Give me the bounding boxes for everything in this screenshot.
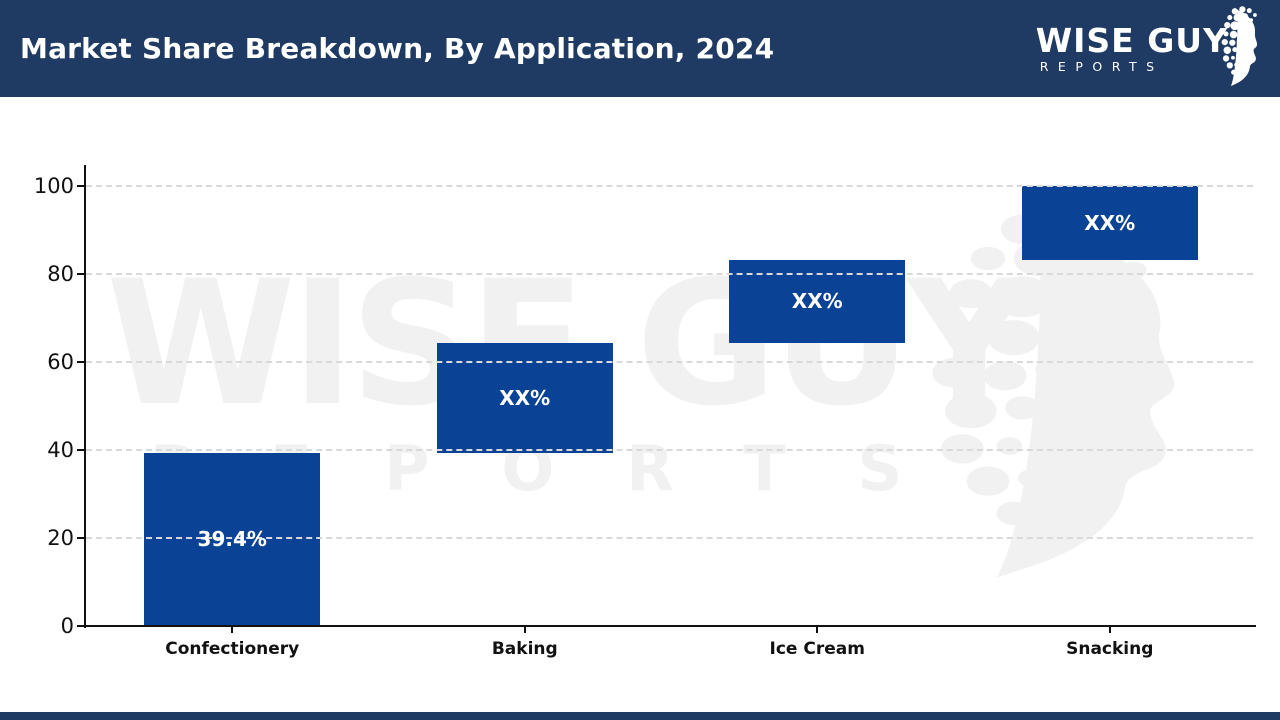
footer-bar [0,712,1280,720]
bar-value-label: XX% [499,385,551,410]
y-axis-spine [84,165,86,628]
brand-name: WISE GUY [1035,20,1228,60]
y-tick [77,625,84,627]
brand-logo: WISE GUY REPORTS [1036,5,1280,93]
x-tick [523,627,526,633]
y-tick-label: 100 [33,174,74,198]
y-tick [77,361,84,363]
y-gridline [86,537,1253,539]
x-tick [816,627,819,633]
x-axis-label: Snacking [1066,639,1154,659]
y-gridline [86,449,1253,451]
y-gridline [86,273,1253,275]
x-axis-line [84,625,1256,627]
y-tick [77,537,84,539]
header-bar: Market Share Breakdown, By Application, … [0,0,1280,97]
bar-value-label: XX% [791,289,843,314]
y-gridline [86,185,1253,187]
y-tick-label: 40 [47,438,74,462]
page-title: Market Share Breakdown, By Application, … [20,32,775,65]
bar-baking [436,342,613,453]
y-tick-label: 60 [47,350,74,374]
y-tick [77,185,84,187]
watermark-head-icon [932,205,1175,578]
bar-confectionery [144,452,321,626]
x-axis-label: Confectionery [165,639,300,659]
bar-value-label: 39.4% [197,527,267,552]
y-tick-label: 0 [60,614,74,638]
brand-logo-text: WISE GUY REPORTS [1036,24,1228,74]
y-tick-label: 80 [47,262,74,286]
x-axis-label: Ice Cream [769,639,865,659]
x-axis-label: Baking [491,639,558,659]
y-tick-label: 20 [47,526,74,550]
wiseguy-head-icon [1221,5,1258,86]
y-tick [77,449,84,451]
x-tick [1108,627,1111,633]
brand-subname: REPORTS [1039,58,1164,74]
x-tick [231,627,234,633]
y-tick [77,273,84,275]
y-gridline [86,361,1253,363]
bar-value-label: XX% [1084,210,1136,235]
